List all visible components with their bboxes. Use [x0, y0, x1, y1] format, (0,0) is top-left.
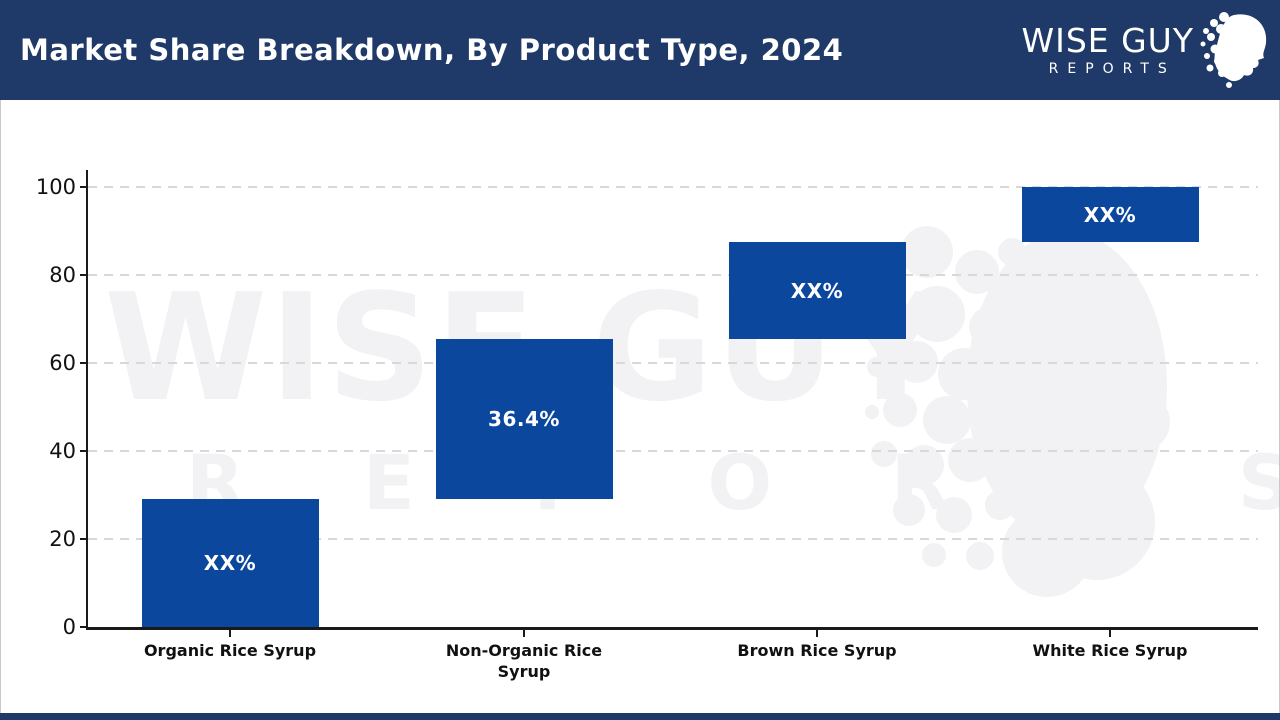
x-category-label-2: Non-Organic Rice Syrup: [445, 641, 603, 681]
logo-text: WISE GUY REPORTS: [1021, 21, 1194, 77]
y-tick-label-20: 20: [49, 527, 76, 551]
x-tick-3: [816, 630, 818, 637]
logo-wordmark: WISE GUY: [1021, 21, 1194, 60]
x-category-label-4: White Rice Syrup: [1032, 641, 1188, 660]
gridline-40: [88, 450, 1258, 452]
y-tick-80: [80, 274, 88, 276]
y-tick-0: [80, 626, 88, 628]
wise-guy-logo: WISE GUY REPORTS: [1021, 5, 1272, 95]
footer-bar: [0, 713, 1280, 720]
y-tick-label-100: 100: [35, 175, 76, 199]
y-tick-label-80: 80: [49, 263, 76, 287]
gridline-20: [88, 538, 1258, 540]
x-tick-1: [229, 630, 231, 637]
x-category-label-1: Organic Rice Syrup: [143, 641, 317, 660]
y-tick-40: [80, 450, 88, 452]
logo-head-icon: [1200, 12, 1267, 88]
y-tick-label-60: 60: [49, 351, 76, 375]
y-tick-20: [80, 538, 88, 540]
gridline-100: [88, 186, 1258, 188]
bar-1: XX%: [141, 499, 319, 627]
gridline-80: [88, 274, 1258, 276]
bar-value-label: XX%: [1083, 202, 1137, 227]
y-tick-label-40: 40: [49, 439, 76, 463]
x-axis-line: [86, 627, 1258, 630]
page-border-left: [0, 100, 1, 720]
bar-3: XX%: [728, 242, 906, 340]
bar-2: 36.4%: [435, 339, 613, 500]
header-bar: Market Share Breakdown, By Product Type,…: [0, 0, 1280, 100]
logo-subtitle: REPORTS: [1048, 61, 1176, 77]
y-tick-60: [80, 362, 88, 364]
y-axis-line: [86, 170, 88, 630]
y-tick-label-0: 0: [62, 615, 76, 639]
gridline-60: [88, 362, 1258, 364]
bar-4: XX%: [1021, 187, 1199, 242]
x-category-label-3: Brown Rice Syrup: [737, 641, 897, 660]
bar-value-label: 36.4%: [488, 407, 560, 432]
x-tick-2: [523, 630, 525, 637]
x-tick-4: [1109, 630, 1111, 637]
bar-value-label: XX%: [790, 278, 844, 303]
page-title: Market Share Breakdown, By Product Type,…: [20, 33, 844, 67]
bar-value-label: XX%: [203, 551, 257, 576]
y-tick-100: [80, 186, 88, 188]
